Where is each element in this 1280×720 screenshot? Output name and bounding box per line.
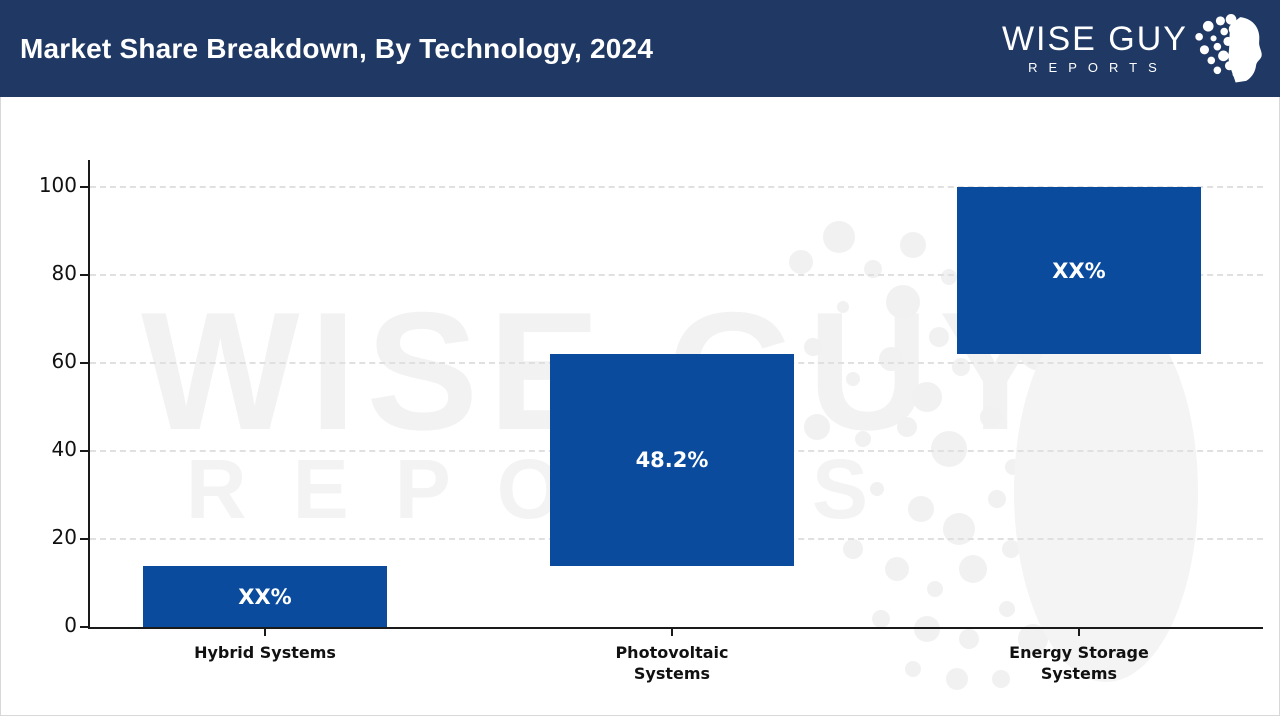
y-tick-mark	[80, 274, 88, 276]
y-tick-label: 20	[51, 525, 77, 549]
gridline	[90, 186, 1263, 188]
y-tick-mark	[80, 362, 88, 364]
gridline	[90, 274, 1263, 276]
bar: XX%	[143, 566, 387, 627]
logo-face-icon	[1195, 13, 1262, 82]
category-label: Energy Storage Systems	[1009, 643, 1149, 683]
logo-text: WISE GUY REPORTS	[1002, 22, 1188, 75]
wise-guy-logo: WISE GUY REPORTS	[1002, 6, 1266, 92]
y-tick-mark	[80, 538, 88, 540]
y-tick-mark	[80, 626, 88, 628]
chart-area: WISE GUY REPORTS	[0, 97, 1280, 716]
bar: 48.2%	[550, 354, 794, 567]
bar-value-label: 48.2%	[635, 448, 709, 473]
y-tick-mark	[80, 186, 88, 188]
logo-wordmark: WISE GUY	[1001, 20, 1188, 58]
bar-value-label: XX%	[1052, 258, 1106, 283]
y-tick-label: 100	[38, 173, 77, 197]
plot-region: XX% 48.2% XX%	[88, 160, 1263, 629]
category-label: Photovoltaic Systems	[615, 643, 729, 683]
logo-subtext: REPORTS	[1028, 60, 1168, 75]
y-tick-label: 40	[51, 437, 77, 461]
bar: XX%	[957, 187, 1201, 355]
bar-value-label: XX%	[238, 584, 292, 609]
page-title: Market Share Breakdown, By Technology, 2…	[20, 32, 654, 64]
category-label: Hybrid Systems	[194, 643, 336, 662]
header-bar: Market Share Breakdown, By Technology, 2…	[0, 0, 1280, 97]
x-tick-mark	[264, 629, 266, 636]
y-tick-label: 60	[51, 349, 77, 373]
x-tick-mark	[671, 629, 673, 636]
x-tick-mark	[1078, 629, 1080, 636]
y-tick-mark	[80, 450, 88, 452]
y-tick-label: 0	[64, 613, 77, 637]
y-tick-label: 80	[51, 261, 77, 285]
